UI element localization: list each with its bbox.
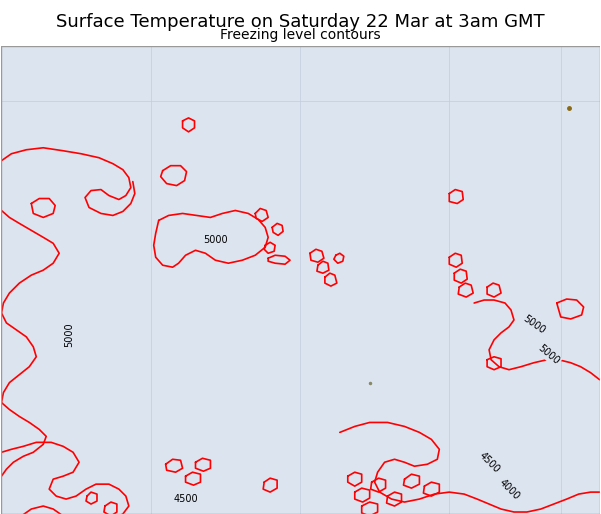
Text: 5000: 5000 [203,235,228,245]
Text: 5000: 5000 [521,314,547,336]
Text: 5000: 5000 [64,323,74,347]
Text: Surface Temperature on Saturday 22 Mar at 3am GMT: Surface Temperature on Saturday 22 Mar a… [56,13,545,31]
Text: 4500: 4500 [477,450,501,474]
Text: 4500: 4500 [173,494,198,504]
Text: Freezing level contours: Freezing level contours [220,28,381,42]
Text: 5000: 5000 [536,343,561,366]
Text: 4000: 4000 [497,477,521,501]
